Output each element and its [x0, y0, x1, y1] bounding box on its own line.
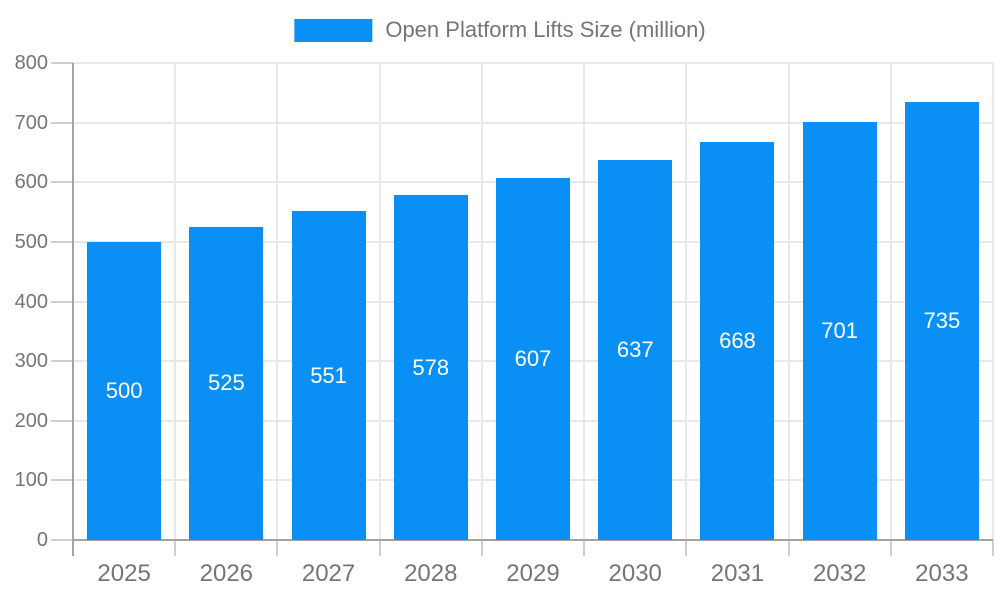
x-axis-tick-label: 2030: [608, 560, 662, 587]
x-axis-tick: [480, 540, 483, 556]
gridline-vertical: [378, 63, 381, 540]
gridline-vertical: [276, 63, 279, 540]
gridline-vertical: [583, 63, 586, 540]
bar-2026[interactable]: 525: [189, 226, 264, 540]
x-axis-tick: [787, 540, 790, 556]
bar-2027[interactable]: 551: [291, 211, 366, 540]
y-axis-tick-label: 400: [14, 290, 48, 313]
bar-value-label: 701: [821, 318, 859, 343]
y-axis-tick: [51, 479, 73, 482]
y-axis-tick: [51, 419, 73, 422]
x-axis-tick-label: 2033: [915, 560, 969, 587]
x-axis-tick-label: 2031: [710, 560, 765, 587]
x-axis-tick-label: 2032: [812, 560, 867, 587]
x-axis-tick: [685, 540, 688, 556]
y-axis-tick: [51, 121, 73, 124]
bar-2031[interactable]: 668: [700, 141, 775, 540]
y-axis-line: [72, 63, 74, 556]
bar-2030[interactable]: 637: [598, 160, 673, 540]
gridline-vertical: [992, 63, 994, 540]
bar-value-label: 607: [514, 346, 552, 372]
bar-2025[interactable]: 500: [87, 241, 162, 540]
gridline-vertical: [685, 63, 688, 540]
y-axis-tick-label: 100: [14, 469, 48, 492]
y-axis-tick-label: 500: [14, 230, 48, 253]
bar-value-label: 578: [412, 354, 450, 380]
y-axis-tick: [51, 181, 73, 184]
bar-value-label: 735: [923, 307, 961, 333]
x-axis-tick: [378, 540, 381, 556]
legend-label: Open Platform Lifts Size (million): [385, 17, 706, 42]
y-axis-tick-label: 300: [14, 350, 48, 373]
y-axis-tick: [51, 539, 73, 541]
x-axis-line: [73, 539, 993, 541]
y-axis-tick: [51, 360, 73, 363]
y-axis-tick: [51, 62, 73, 64]
y-axis-tick-label: 700: [14, 111, 48, 134]
bar-2033[interactable]: 735: [904, 101, 979, 540]
x-axis-tick: [276, 540, 279, 556]
gridline-vertical: [787, 63, 790, 540]
bar-value-label: 668: [719, 327, 756, 353]
y-axis-tick-label: 0: [36, 529, 48, 551]
gridline-vertical: [480, 63, 483, 540]
bar-2032[interactable]: 701: [802, 122, 877, 540]
gridline-vertical: [174, 63, 177, 540]
gridline-horizontal: [73, 62, 993, 64]
y-axis-tick-label: 800: [14, 52, 48, 74]
gridline-vertical: [889, 63, 892, 540]
x-axis-tick: [583, 540, 586, 556]
x-axis-tick-label: 2027: [301, 560, 356, 587]
gridline-horizontal: [73, 121, 993, 124]
y-axis-tick: [51, 240, 73, 243]
x-axis-tick: [889, 540, 892, 556]
x-axis-tick-label: 2026: [199, 560, 254, 587]
bar-2029[interactable]: 607: [496, 178, 570, 540]
legend-swatch: [294, 18, 373, 42]
bar-value-label: 525: [207, 370, 245, 396]
legend[interactable]: Open Platform Lifts Size (million): [294, 17, 706, 43]
bar-value-label: 551: [310, 362, 347, 388]
bar-2028[interactable]: 578: [393, 195, 468, 540]
bar-value-label: 500: [105, 377, 143, 403]
x-axis-tick-label: 2028: [404, 560, 458, 587]
x-axis-tick-label: 2025: [97, 560, 151, 587]
x-axis-tick-label: 2029: [506, 560, 560, 587]
x-axis-tick: [174, 540, 177, 556]
y-axis-tick: [51, 300, 73, 303]
y-axis-tick-label: 200: [14, 409, 48, 432]
y-axis-tick-label: 600: [14, 171, 48, 194]
bar-value-label: 637: [616, 337, 654, 363]
x-axis-tick: [992, 540, 994, 556]
